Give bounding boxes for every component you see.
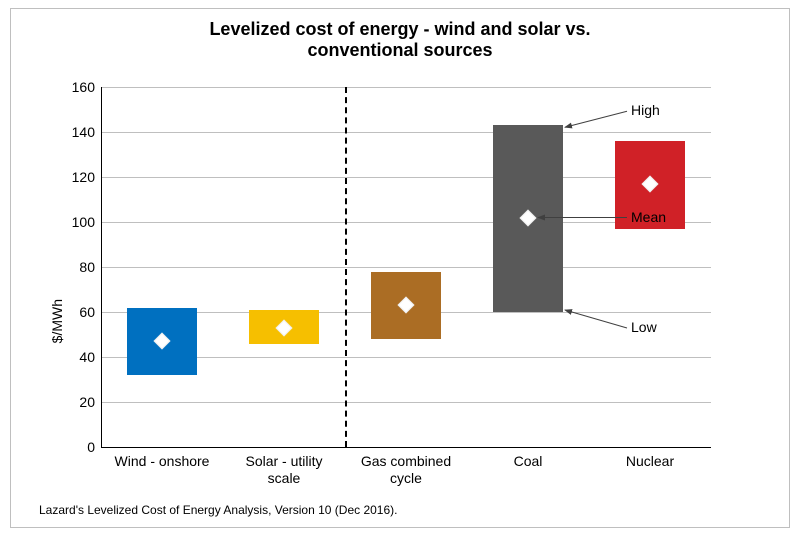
y-tick-label: 80 [79, 259, 101, 275]
gridline [101, 267, 711, 268]
y-tick-label: 0 [87, 439, 101, 455]
x-tick-label: Nuclear [590, 447, 710, 470]
x-tick-label: Wind - onshore [102, 447, 222, 470]
plot-area: 020406080100120140160Wind - onshoreSolar… [101, 87, 711, 447]
x-tick-label: Solar - utility scale [224, 447, 344, 487]
y-tick-label: 120 [72, 169, 101, 185]
gridline [101, 132, 711, 133]
x-tick-label: Coal [468, 447, 588, 470]
y-tick-label: 20 [79, 394, 101, 410]
source-note: Lazard's Levelized Cost of Energy Analys… [39, 503, 397, 517]
chart-title: Levelized cost of energy - wind and sola… [11, 19, 789, 61]
annotation-mean: Mean [631, 209, 666, 225]
annotation-low: Low [631, 319, 657, 335]
y-tick-label: 140 [72, 124, 101, 140]
y-tick-label: 160 [72, 79, 101, 95]
y-tick-label: 100 [72, 214, 101, 230]
y-tick-label: 40 [79, 349, 101, 365]
y-tick-label: 60 [79, 304, 101, 320]
gridline [101, 402, 711, 403]
chart-frame: Levelized cost of energy - wind and sola… [10, 8, 790, 528]
y-axis [101, 87, 102, 447]
group-divider [345, 87, 347, 447]
annotation-high: High [631, 102, 660, 118]
gridline [101, 87, 711, 88]
x-tick-label: Gas combined cycle [346, 447, 466, 487]
y-axis-label: $/MWh [49, 299, 65, 343]
